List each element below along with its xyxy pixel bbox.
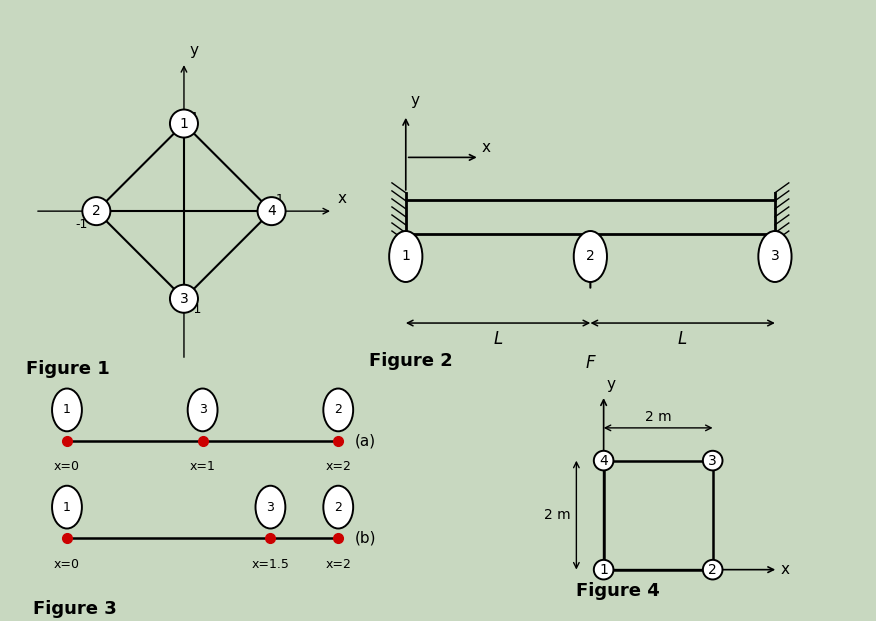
Text: 3: 3 — [709, 453, 717, 468]
Text: 1: 1 — [63, 501, 71, 514]
Text: 3: 3 — [771, 250, 780, 263]
Text: x: x — [781, 562, 790, 577]
Text: 1: 1 — [276, 193, 284, 206]
Circle shape — [52, 389, 81, 432]
Text: Figure 1: Figure 1 — [26, 360, 110, 378]
Text: 1: 1 — [191, 111, 199, 124]
Text: 2 m: 2 m — [645, 409, 672, 424]
Text: 1: 1 — [401, 250, 410, 263]
Circle shape — [389, 231, 422, 282]
Text: L: L — [678, 330, 688, 348]
Circle shape — [703, 451, 723, 471]
Circle shape — [703, 560, 723, 579]
Text: -1: -1 — [189, 303, 201, 316]
Circle shape — [187, 389, 217, 432]
Text: (b): (b) — [355, 531, 376, 546]
Text: 2: 2 — [709, 563, 717, 577]
Circle shape — [594, 451, 613, 471]
Text: 2 m: 2 m — [544, 508, 571, 522]
Text: Figure 3: Figure 3 — [33, 601, 117, 619]
Text: Figure 4: Figure 4 — [576, 582, 661, 600]
Circle shape — [256, 486, 286, 528]
Text: 1: 1 — [63, 404, 71, 417]
Text: F: F — [585, 354, 595, 372]
Circle shape — [759, 231, 792, 282]
Text: 3: 3 — [180, 292, 188, 306]
Circle shape — [323, 486, 353, 528]
Text: (a): (a) — [355, 433, 376, 448]
Circle shape — [574, 231, 607, 282]
Text: x=2: x=2 — [325, 460, 351, 473]
Circle shape — [594, 560, 613, 579]
Text: y: y — [410, 93, 420, 108]
Text: x: x — [482, 140, 491, 155]
Text: Figure 2: Figure 2 — [369, 351, 453, 369]
Text: 2: 2 — [586, 250, 595, 263]
Text: 4: 4 — [267, 204, 276, 218]
Text: x=1: x=1 — [190, 460, 215, 473]
Text: x=2: x=2 — [325, 558, 351, 571]
Circle shape — [258, 197, 286, 225]
Text: y: y — [189, 43, 198, 58]
Text: -1: -1 — [75, 218, 88, 231]
Text: y: y — [606, 378, 615, 392]
Text: L: L — [493, 330, 503, 348]
Text: 2: 2 — [335, 501, 343, 514]
Text: x=0: x=0 — [54, 460, 80, 473]
Text: x: x — [337, 191, 346, 206]
Text: 1: 1 — [180, 117, 188, 130]
Text: 4: 4 — [599, 453, 608, 468]
Text: x=0: x=0 — [54, 558, 80, 571]
Circle shape — [170, 284, 198, 313]
Text: 2: 2 — [335, 404, 343, 417]
Circle shape — [52, 486, 81, 528]
Circle shape — [323, 389, 353, 432]
Text: 3: 3 — [199, 404, 207, 417]
Text: 1: 1 — [599, 563, 608, 577]
Text: x=1.5: x=1.5 — [251, 558, 289, 571]
Circle shape — [82, 197, 110, 225]
Text: 3: 3 — [266, 501, 274, 514]
Circle shape — [170, 109, 198, 138]
Text: 2: 2 — [92, 204, 101, 218]
